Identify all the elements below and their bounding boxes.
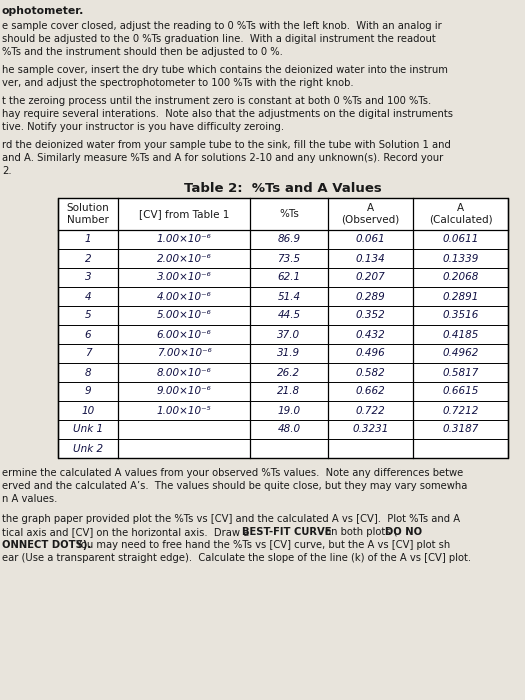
Bar — [58, 198, 508, 458]
Text: 3.00×10⁻⁶: 3.00×10⁻⁶ — [156, 272, 212, 283]
Text: n A values.: n A values. — [2, 494, 57, 504]
Text: hay require several interations.  Note also that the adjustments on the digital : hay require several interations. Note al… — [2, 109, 453, 119]
Text: 51.4: 51.4 — [277, 291, 300, 302]
Text: 0.134: 0.134 — [355, 253, 385, 263]
Text: DO NO: DO NO — [385, 527, 422, 537]
Text: 37.0: 37.0 — [277, 330, 300, 340]
Text: tive. Notify your instructor is you have difficulty zeroing.: tive. Notify your instructor is you have… — [2, 122, 284, 132]
Text: 0.5817: 0.5817 — [442, 368, 479, 377]
Text: 2.: 2. — [2, 166, 12, 176]
Text: 4: 4 — [85, 291, 91, 302]
Text: 3: 3 — [85, 272, 91, 283]
Text: 73.5: 73.5 — [277, 253, 300, 263]
Text: should be adjusted to the 0 %Ts graduation line.  With a digital instrument the : should be adjusted to the 0 %Ts graduati… — [2, 34, 436, 44]
Text: 6: 6 — [85, 330, 91, 340]
Text: 0.2891: 0.2891 — [442, 291, 479, 302]
Text: he sample cover, insert the dry tube which contains the deionized water into the: he sample cover, insert the dry tube whi… — [2, 65, 448, 75]
Text: and A. Similarly measure %Ts and A for solutions 2-10 and any unknown(s). Record: and A. Similarly measure %Ts and A for s… — [2, 153, 443, 163]
Text: 8: 8 — [85, 368, 91, 377]
Text: 0.1339: 0.1339 — [442, 253, 479, 263]
Text: 0.722: 0.722 — [355, 405, 385, 416]
Text: A
(Observed): A (Observed) — [341, 203, 400, 225]
Text: 0.6615: 0.6615 — [442, 386, 479, 396]
Text: 0.2068: 0.2068 — [442, 272, 479, 283]
Text: 8.00×10⁻⁶: 8.00×10⁻⁶ — [156, 368, 212, 377]
Text: 7.00×10⁻⁶: 7.00×10⁻⁶ — [156, 349, 212, 358]
Text: 0.582: 0.582 — [355, 368, 385, 377]
Text: Table 2:  %Ts and A Values: Table 2: %Ts and A Values — [184, 182, 382, 195]
Text: on both plots (: on both plots ( — [322, 527, 397, 537]
Text: BEST-FIT CURVE: BEST-FIT CURVE — [242, 527, 331, 537]
Text: 1: 1 — [85, 234, 91, 244]
Text: 0.061: 0.061 — [355, 234, 385, 244]
Text: 0.352: 0.352 — [355, 311, 385, 321]
Text: ver, and adjust the spectrophotometer to 100 %Ts with the right knob.: ver, and adjust the spectrophotometer to… — [2, 78, 354, 88]
Text: rd the deionized water from your sample tube to the sink, fill the tube with Sol: rd the deionized water from your sample … — [2, 140, 451, 150]
Text: 44.5: 44.5 — [277, 311, 300, 321]
Text: 5.00×10⁻⁶: 5.00×10⁻⁶ — [156, 311, 212, 321]
Text: 1.00×10⁻⁵: 1.00×10⁻⁵ — [156, 405, 212, 416]
Text: 2: 2 — [85, 253, 91, 263]
Text: ermine the calculated A values from your observed %Ts values.  Note any differen: ermine the calculated A values from your… — [2, 468, 463, 478]
Text: ear (Use a transparent straight edge).  Calculate the slope of the line (k) of t: ear (Use a transparent straight edge). C… — [2, 553, 471, 563]
Text: 31.9: 31.9 — [277, 349, 300, 358]
Text: 0.289: 0.289 — [355, 291, 385, 302]
Text: 0.7212: 0.7212 — [442, 405, 479, 416]
Text: 0.4185: 0.4185 — [442, 330, 479, 340]
Text: 0.496: 0.496 — [355, 349, 385, 358]
Text: [CV] from Table 1: [CV] from Table 1 — [139, 209, 229, 219]
Text: 6.00×10⁻⁶: 6.00×10⁻⁶ — [156, 330, 212, 340]
Text: 26.2: 26.2 — [277, 368, 300, 377]
Text: 4.00×10⁻⁶: 4.00×10⁻⁶ — [156, 291, 212, 302]
Text: 5: 5 — [85, 311, 91, 321]
Text: ONNECT DOTS).: ONNECT DOTS). — [2, 540, 91, 550]
Text: Unk 2: Unk 2 — [73, 444, 103, 454]
Text: 48.0: 48.0 — [277, 424, 300, 435]
Text: 0.3231: 0.3231 — [352, 424, 388, 435]
Text: You may need to free hand the %Ts vs [CV] curve, but the A vs [CV] plot sh: You may need to free hand the %Ts vs [CV… — [70, 540, 450, 550]
Text: ophotometer.: ophotometer. — [2, 6, 85, 16]
Text: %Ts: %Ts — [279, 209, 299, 219]
Text: 21.8: 21.8 — [277, 386, 300, 396]
Text: 0.0611: 0.0611 — [442, 234, 479, 244]
Text: Unk 1: Unk 1 — [73, 424, 103, 435]
Text: 0.3187: 0.3187 — [442, 424, 479, 435]
Text: 0.3516: 0.3516 — [442, 311, 479, 321]
Text: 86.9: 86.9 — [277, 234, 300, 244]
Text: tical axis and [CV] on the horizontal axis.  Draw a: tical axis and [CV] on the horizontal ax… — [2, 527, 253, 537]
Text: Solution
Number: Solution Number — [67, 203, 109, 225]
Text: the graph paper provided plot the %Ts vs [CV] and the calculated A vs [CV].  Plo: the graph paper provided plot the %Ts vs… — [2, 514, 460, 524]
Text: 62.1: 62.1 — [277, 272, 300, 283]
Text: 0.4962: 0.4962 — [442, 349, 479, 358]
Text: 0.662: 0.662 — [355, 386, 385, 396]
Text: 1.00×10⁻⁶: 1.00×10⁻⁶ — [156, 234, 212, 244]
Text: erved and the calculated A’s.  The values should be quite close, but they may va: erved and the calculated A’s. The values… — [2, 481, 467, 491]
Text: 9.00×10⁻⁶: 9.00×10⁻⁶ — [156, 386, 212, 396]
Text: 10: 10 — [81, 405, 94, 416]
Text: 9: 9 — [85, 386, 91, 396]
Text: %Ts and the instrument should then be adjusted to 0 %.: %Ts and the instrument should then be ad… — [2, 47, 283, 57]
Text: 0.207: 0.207 — [355, 272, 385, 283]
Text: t the zeroing process until the instrument zero is constant at both 0 %Ts and 10: t the zeroing process until the instrume… — [2, 96, 431, 106]
Text: 19.0: 19.0 — [277, 405, 300, 416]
Text: 2.00×10⁻⁶: 2.00×10⁻⁶ — [156, 253, 212, 263]
Text: e sample cover closed, adjust the reading to 0 %Ts with the left knob.  With an : e sample cover closed, adjust the readin… — [2, 21, 442, 31]
Text: A
(Calculated): A (Calculated) — [429, 203, 492, 225]
Text: 7: 7 — [85, 349, 91, 358]
Text: 0.432: 0.432 — [355, 330, 385, 340]
